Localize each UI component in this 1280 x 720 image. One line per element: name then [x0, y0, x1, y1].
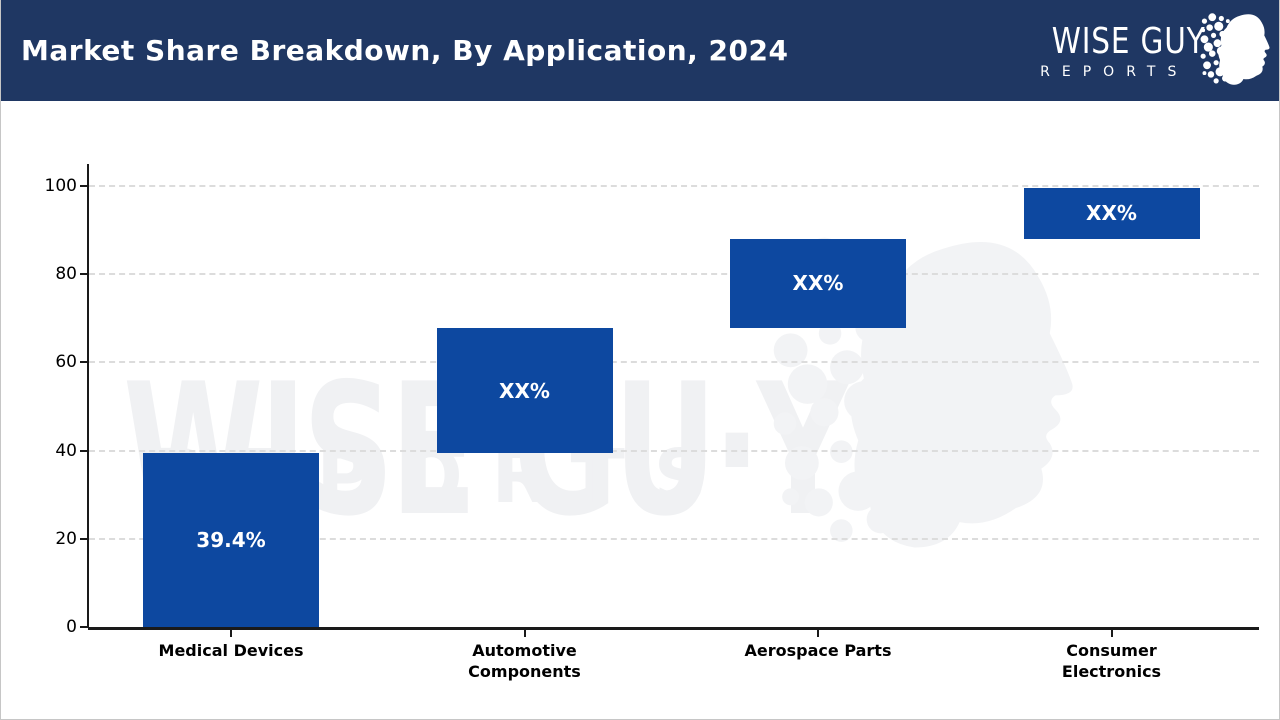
y-axis-tick-label: 80 [55, 264, 77, 285]
logo-subtitle: REPORTS [1040, 63, 1189, 80]
x-axis-category-label: Medical Devices [158, 641, 304, 660]
y-axis-tick [80, 626, 89, 628]
x-axis-category-label: Consumer Electronics [1061, 641, 1162, 681]
bar-value-label: XX% [1086, 201, 1137, 226]
waterfall-bar: XX% [436, 328, 613, 454]
logo-text: WISE GUY REPORTS [1018, 20, 1206, 80]
bar-value-label: 39.4% [196, 528, 266, 553]
x-axis-line [88, 627, 1259, 630]
logo-wordmark: WISE GUY [1051, 20, 1205, 62]
y-gridline [89, 361, 1259, 364]
y-axis-tick [80, 361, 89, 364]
bar-value-label: XX% [499, 378, 550, 403]
y-gridline [89, 185, 1259, 187]
x-axis-tick [523, 629, 526, 637]
waterfall-bar: XX% [1023, 187, 1200, 239]
y-gridline [89, 449, 1259, 452]
x-axis-tick [817, 629, 819, 637]
x-axis-tick [230, 629, 232, 637]
y-axis-tick-label: 100 [44, 176, 77, 196]
y-axis-tick-label: 0 [66, 617, 77, 637]
wiseguy-face-logo-icon [1200, 13, 1270, 85]
y-axis-tick-label: 60 [55, 352, 77, 373]
y-axis-line [87, 164, 89, 628]
y-gridline [89, 273, 1259, 276]
chart-title: Market Share Breakdown, By Application, … [21, 34, 789, 67]
y-axis-tick [80, 537, 89, 540]
waterfall-bar: XX% [730, 238, 906, 328]
y-axis-tick-label: 40 [55, 440, 77, 461]
header-bar: Market Share Breakdown, By Application, … [1, 0, 1279, 101]
y-axis-tick [80, 273, 89, 276]
waterfall-bar: 39.4% [143, 453, 319, 627]
wiseguy-logo: WISE GUY REPORTS [1018, 8, 1272, 94]
bar-value-label: XX% [792, 271, 844, 296]
y-axis-tick-label: 20 [55, 528, 77, 549]
x-axis-tick [1110, 629, 1113, 637]
x-axis-category-label: Automotive Components [468, 641, 581, 681]
x-axis-category-label: Aerospace Parts [744, 641, 892, 660]
y-axis-tick [80, 449, 89, 452]
y-axis-tick [80, 185, 89, 187]
y-gridline [89, 537, 1259, 540]
